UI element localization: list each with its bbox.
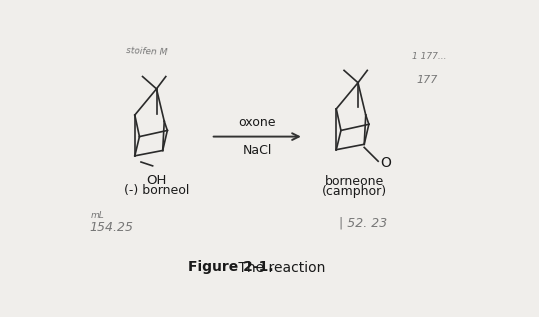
Text: NaCl: NaCl <box>243 144 272 157</box>
Text: 1 177...: 1 177... <box>412 52 447 61</box>
Text: borneone: borneone <box>324 175 384 188</box>
Text: oxone: oxone <box>238 116 276 129</box>
Text: stoifen M: stoifen M <box>126 46 167 57</box>
Text: (-) borneol: (-) borneol <box>124 184 189 197</box>
Text: 177: 177 <box>416 75 438 85</box>
Text: O: O <box>381 156 391 170</box>
Text: | 52. 23: | 52. 23 <box>338 217 387 230</box>
Text: The reaction: The reaction <box>234 261 326 275</box>
Text: Figure 2-1.: Figure 2-1. <box>188 261 273 275</box>
Text: (camphor): (camphor) <box>322 185 386 198</box>
Text: 154.25: 154.25 <box>89 221 133 234</box>
Text: mL: mL <box>91 211 105 220</box>
Text: OH: OH <box>146 174 167 187</box>
